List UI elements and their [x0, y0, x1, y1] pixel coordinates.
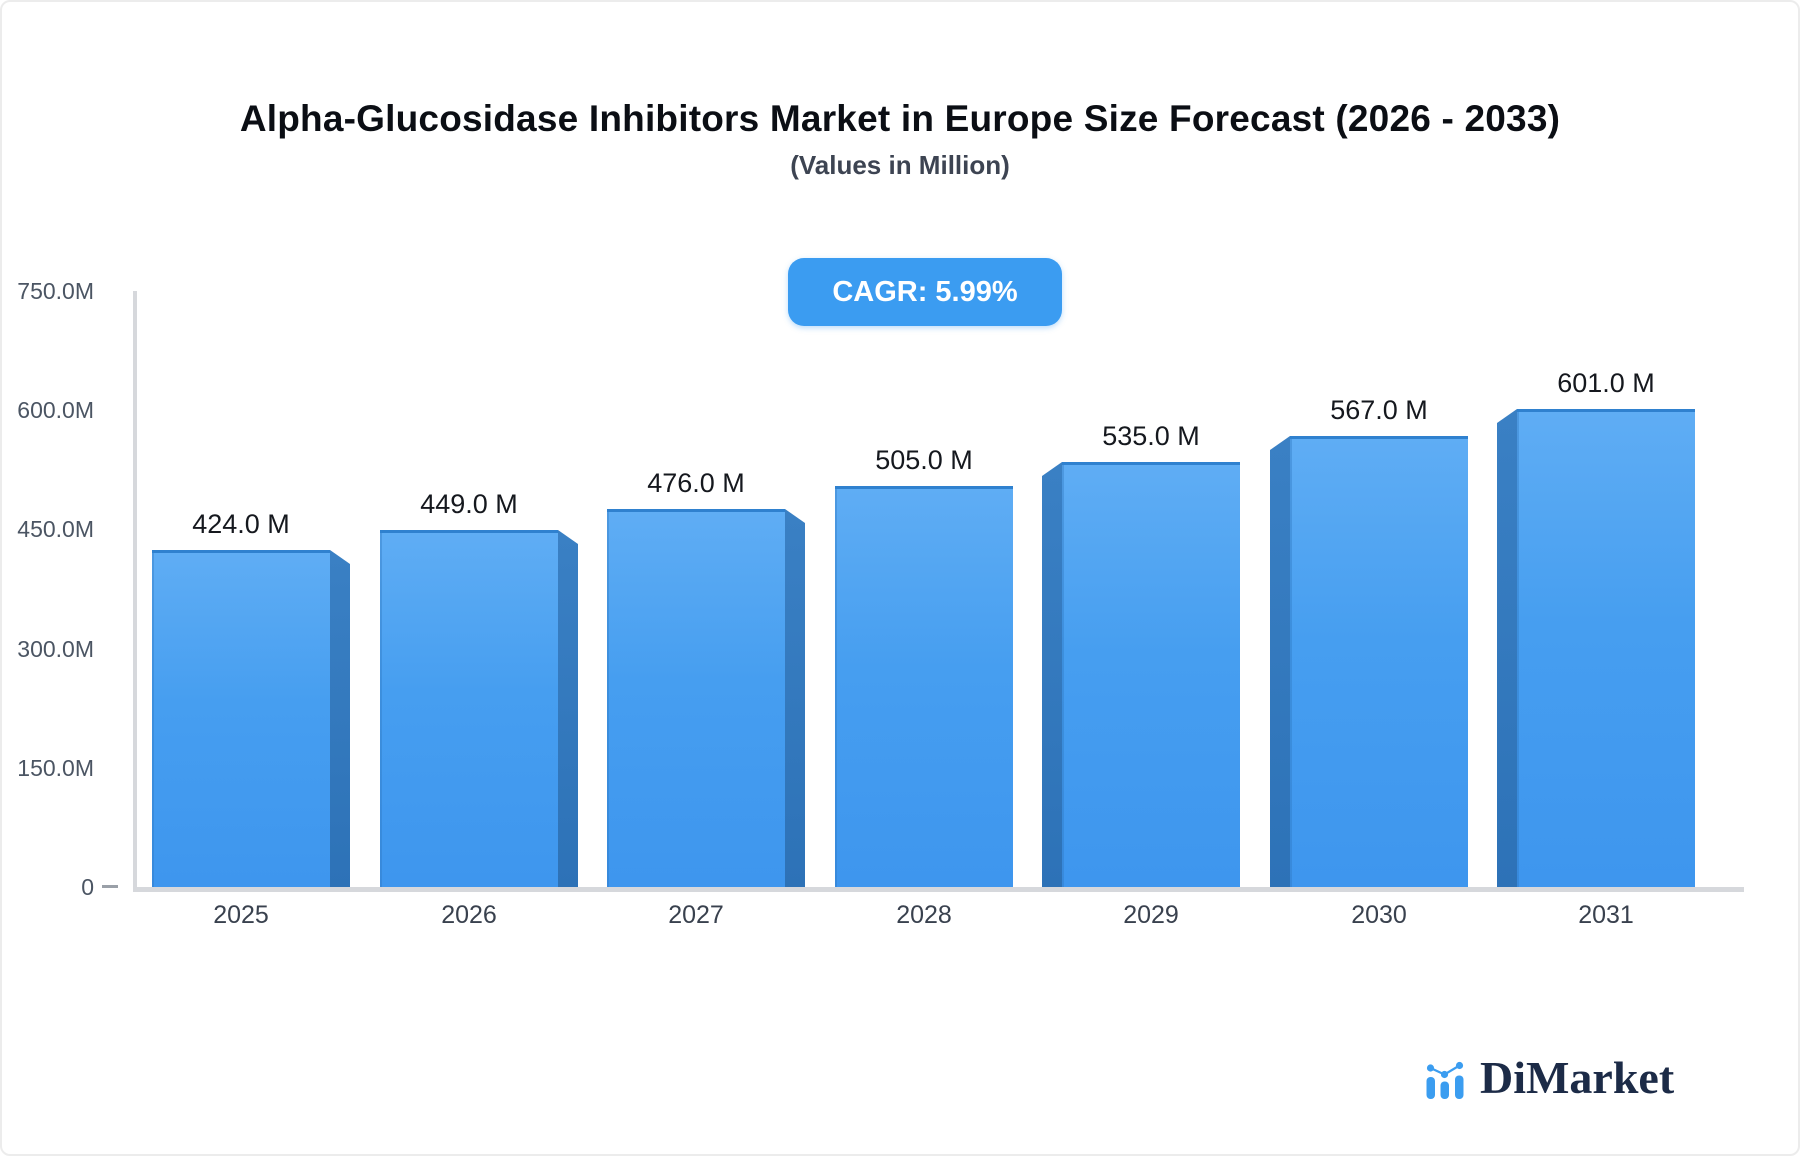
zero-tick	[102, 885, 118, 888]
bar-value-label-2025: 424.0 M	[192, 509, 290, 539]
y-axis-label-750.0M: 750.0M	[17, 278, 94, 304]
bar-side-2030	[1270, 436, 1290, 887]
bar-2026	[380, 530, 558, 887]
bar-2029	[1062, 462, 1240, 887]
bar-value-label-2029: 535.0 M	[1102, 421, 1200, 451]
y-axis-label-0: 0	[81, 874, 94, 900]
x-axis-label-2028: 2028	[896, 901, 952, 929]
bar-side-2031	[1497, 409, 1517, 887]
bar-value-label-2030: 567.0 M	[1330, 395, 1428, 425]
bar-side-2026	[558, 530, 578, 887]
x-axis-label-2027: 2027	[668, 901, 724, 929]
x-axis-label-2030: 2030	[1351, 901, 1407, 929]
bar-value-label-2027: 476.0 M	[647, 468, 745, 498]
y-axis-line	[133, 291, 137, 887]
bar-2030	[1290, 436, 1468, 887]
bar-value-label-2028: 505.0 M	[875, 445, 973, 475]
y-axis-label-150.0M: 150.0M	[17, 754, 94, 781]
bar-value-label-2031: 601.0 M	[1557, 368, 1655, 398]
x-axis-label-2029: 2029	[1123, 901, 1179, 929]
bar-side-2029	[1042, 462, 1062, 887]
chart-subtitle: (Values in Million)	[790, 150, 1010, 180]
y-axis-label-450.0M: 450.0M	[17, 516, 94, 543]
bar-side-2027	[785, 509, 805, 887]
cagr-badge-label: CAGR: 5.99%	[832, 275, 1018, 308]
x-axis-line	[133, 887, 1744, 892]
bar-2025	[152, 550, 330, 887]
brand-logo: DiMarket	[1426, 1050, 1675, 1103]
brand-name: DiMarket	[1480, 1052, 1675, 1103]
cagr-badge: CAGR: 5.99%	[788, 258, 1062, 326]
x-axis-label-2031: 2031	[1578, 901, 1634, 929]
bar-side-2025	[330, 550, 350, 887]
bar-2031	[1517, 409, 1695, 887]
y-axis-label-300.0M: 300.0M	[17, 635, 94, 662]
x-axis-label-2026: 2026	[441, 901, 497, 929]
y-axis-label-600.0M: 600.0M	[17, 397, 94, 424]
mini-bar-chart-logo-icon	[1426, 1061, 1464, 1099]
bar-2028	[835, 486, 1013, 887]
x-axis-label-2025: 2025	[213, 901, 269, 929]
bar-value-label-2026: 449.0 M	[420, 489, 518, 519]
bar-2027	[607, 509, 785, 887]
page-title: Alpha-Glucosidase Inhibitors Market in E…	[239, 98, 1561, 139]
